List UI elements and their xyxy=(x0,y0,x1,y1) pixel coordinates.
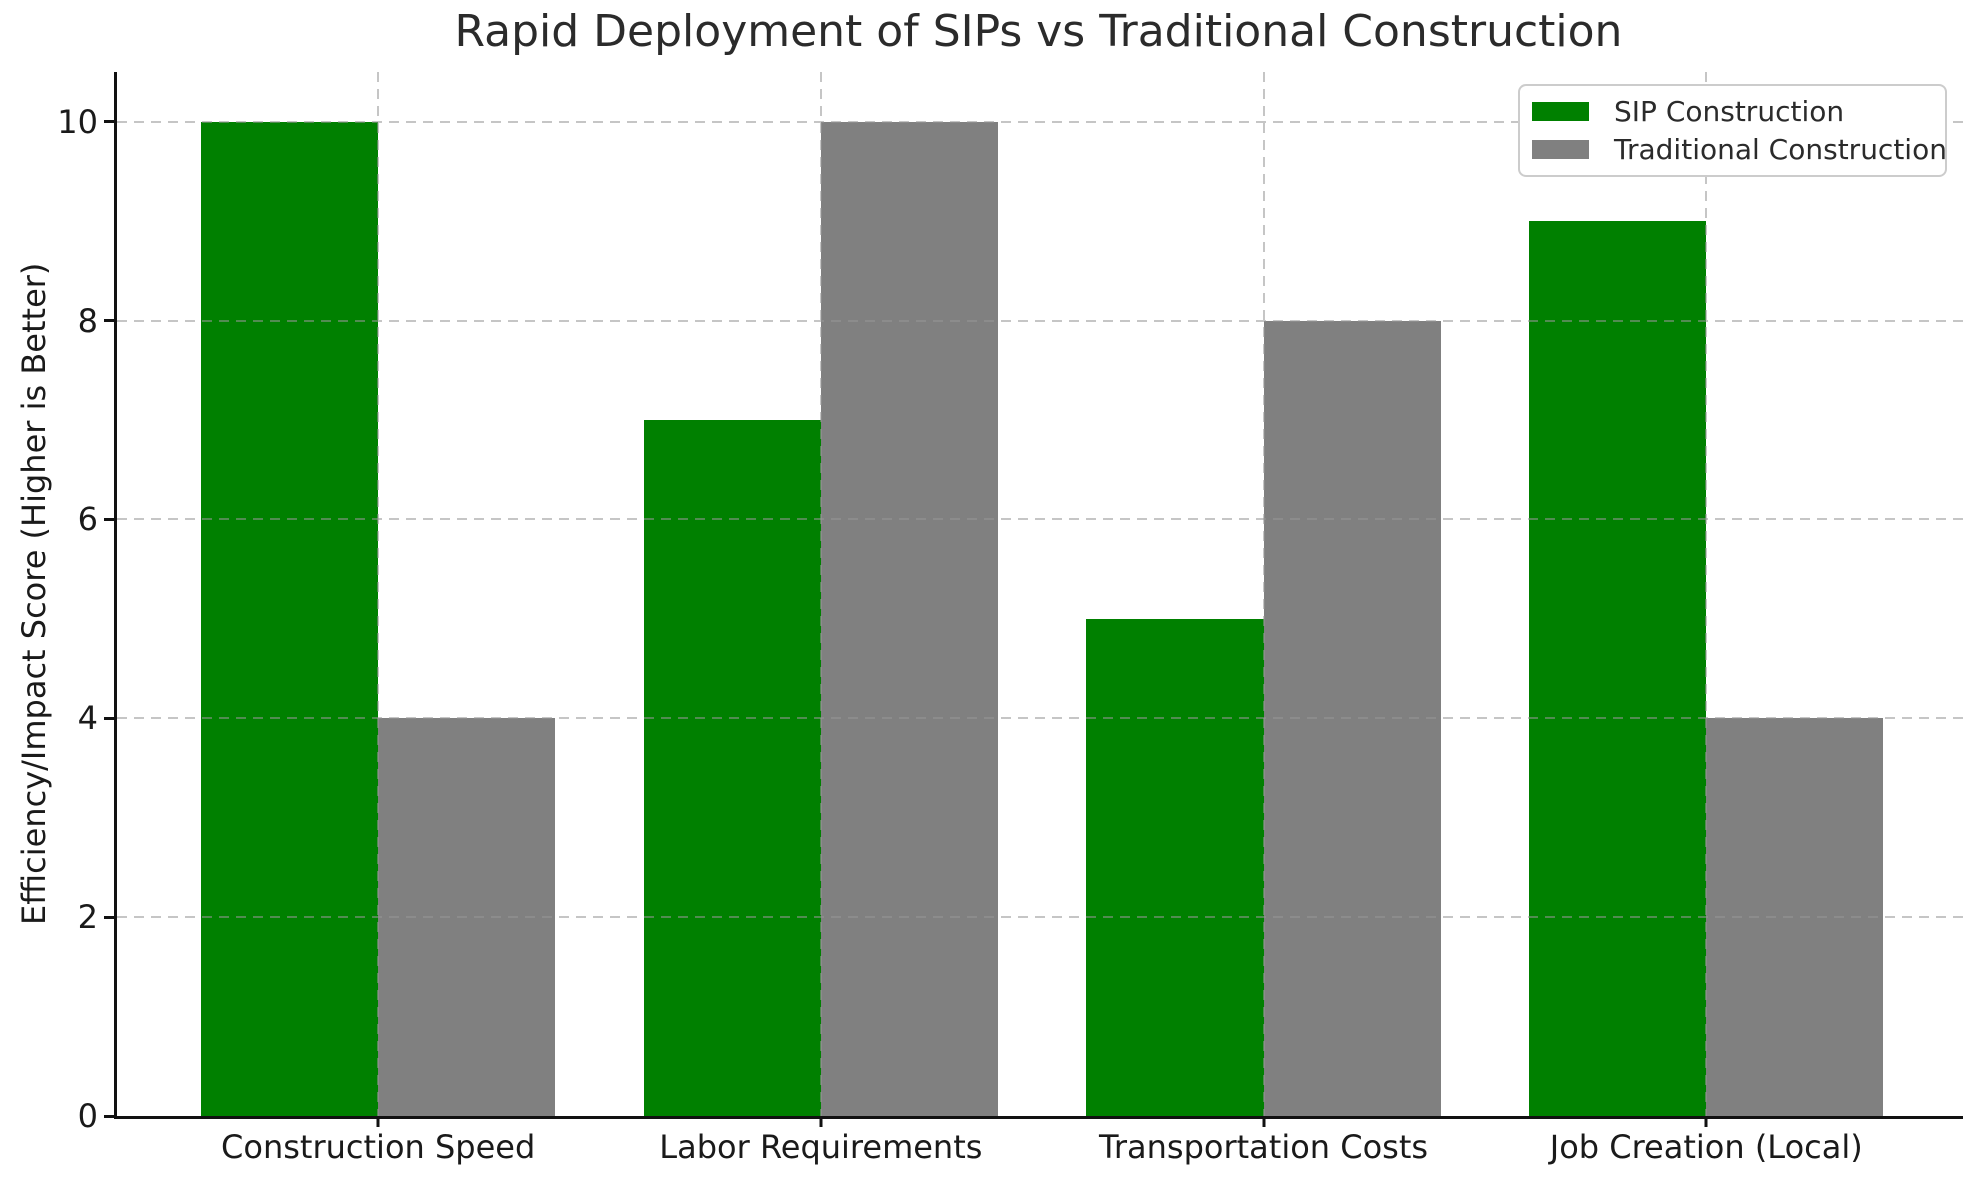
chart-title: Rapid Deployment of SIPs vs Traditional … xyxy=(454,6,1623,57)
gridline-v-2 xyxy=(1262,72,1265,1116)
gridline-h-4 xyxy=(117,717,1963,720)
x-tick-label-2: Transportation Costs xyxy=(1099,1128,1429,1166)
y-tick-label-10: 10 xyxy=(57,102,98,141)
sip-color-swatch xyxy=(1532,102,1589,121)
y-tick-mark-0 xyxy=(104,1114,114,1118)
x-tick-mark-0 xyxy=(376,1119,380,1127)
bar-traditional-1 xyxy=(820,121,998,1116)
gridline-h-6 xyxy=(117,518,1963,521)
legend-label-sip: SIP Construction xyxy=(1614,95,1845,128)
traditional-color-swatch xyxy=(1532,140,1589,159)
gridline-h-2 xyxy=(117,916,1963,919)
x-tick-label-1: Labor Requirements xyxy=(659,1128,983,1166)
bar-sip-2 xyxy=(1086,618,1264,1116)
y-tick-mark-4 xyxy=(104,716,114,720)
plot-area: 0 2 4 6 8 10 Construction Speed Labor Requireme… xyxy=(57,72,1963,1165)
x-tick-mark-1 xyxy=(819,1119,823,1127)
bar-sip-1 xyxy=(643,420,821,1116)
legend-label-traditional: Traditional Construction xyxy=(1614,133,1947,166)
x-tick-mark-3 xyxy=(1704,1119,1708,1127)
y-tick-mark-8 xyxy=(104,319,114,323)
bar-sip-0 xyxy=(201,121,379,1116)
y-tick-mark-6 xyxy=(104,517,114,521)
y-tick-label-8: 8 xyxy=(77,301,98,340)
x-tick-label-3: Job Creation (Local) xyxy=(1549,1128,1863,1166)
legend-item-traditional: Traditional Construction xyxy=(1532,133,1947,166)
gridline-v-3 xyxy=(1705,72,1708,1116)
y-tick-label-4: 4 xyxy=(77,699,98,738)
legend: SIP Construction Traditional Constructio… xyxy=(1518,84,1947,177)
legend-item-sip: SIP Construction xyxy=(1532,95,1933,128)
y-tick-mark-2 xyxy=(104,915,114,919)
x-tick-label-0: Construction Speed xyxy=(221,1128,536,1166)
bar-sip-3 xyxy=(1529,221,1707,1116)
y-tick-mark-10 xyxy=(104,120,114,124)
gridline-v-1 xyxy=(819,72,822,1116)
gridline-v-0 xyxy=(377,72,380,1116)
y-tick-label-0: 0 xyxy=(77,1097,98,1135)
x-tick-mark-2 xyxy=(1262,1119,1266,1127)
gridline-h-8 xyxy=(117,319,1963,322)
y-tick-label-2: 2 xyxy=(77,898,98,937)
gridline-h-10 xyxy=(117,120,1963,123)
y-tick-label-6: 6 xyxy=(77,500,98,539)
y-axis-label: Efficiency/Impact Score (Higher is Bette… xyxy=(15,262,53,926)
